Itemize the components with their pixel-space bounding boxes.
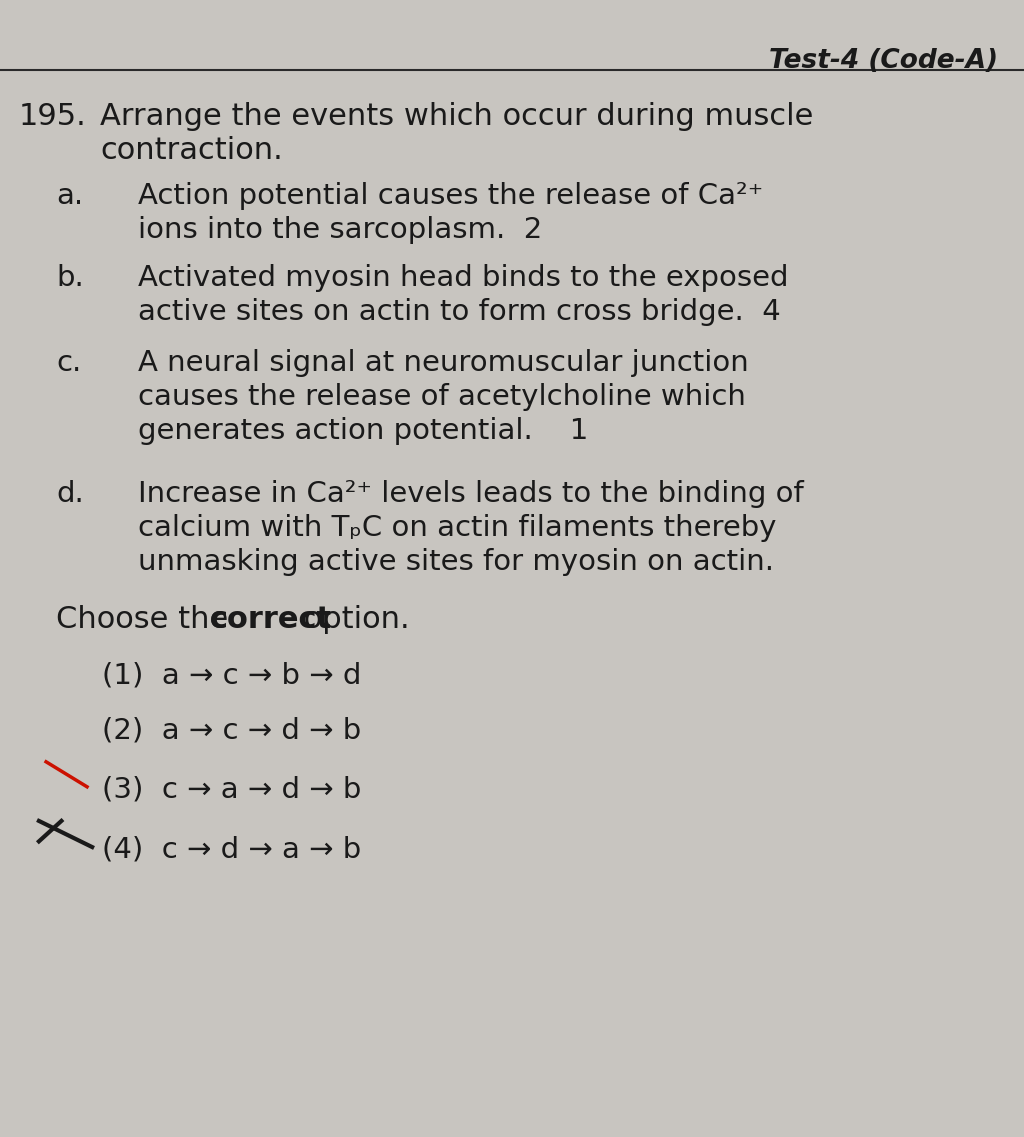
Text: contraction.: contraction. xyxy=(100,136,283,166)
Text: causes the release of acetylcholine which: causes the release of acetylcholine whic… xyxy=(138,383,746,412)
Text: c.: c. xyxy=(56,349,82,377)
Text: calcium with TₚC on actin filaments thereby: calcium with TₚC on actin filaments ther… xyxy=(138,514,777,542)
Text: Increase in Ca²⁺ levels leads to the binding of: Increase in Ca²⁺ levels leads to the bin… xyxy=(138,480,804,508)
Text: generates action potential.    1: generates action potential. 1 xyxy=(138,417,589,446)
Text: 195.: 195. xyxy=(18,102,86,132)
Text: Activated myosin head binds to the exposed: Activated myosin head binds to the expos… xyxy=(138,264,788,292)
Text: active sites on actin to form cross bridge.  4: active sites on actin to form cross brid… xyxy=(138,298,781,326)
Text: ions into the sarcoplasm.  2: ions into the sarcoplasm. 2 xyxy=(138,216,543,244)
Text: A neural signal at neuromuscular junction: A neural signal at neuromuscular junctio… xyxy=(138,349,749,377)
Text: b.: b. xyxy=(56,264,84,292)
Text: correct: correct xyxy=(210,605,332,634)
Text: Choose the: Choose the xyxy=(56,605,239,634)
Text: Arrange the events which occur during muscle: Arrange the events which occur during mu… xyxy=(100,102,814,132)
Text: (1)  a → c → b → d: (1) a → c → b → d xyxy=(102,662,361,690)
Text: (3)  c → a → d → b: (3) c → a → d → b xyxy=(102,775,361,804)
Text: unmasking active sites for myosin on actin.: unmasking active sites for myosin on act… xyxy=(138,548,774,576)
Text: d.: d. xyxy=(56,480,84,508)
Text: Action potential causes the release of Ca²⁺: Action potential causes the release of C… xyxy=(138,182,764,210)
Text: option.: option. xyxy=(294,605,410,634)
Text: (4)  c → d → a → b: (4) c → d → a → b xyxy=(102,836,361,864)
Text: (2)  a → c → d → b: (2) a → c → d → b xyxy=(102,716,361,745)
Text: Test-4 (Code-A): Test-4 (Code-A) xyxy=(769,48,998,74)
Text: a.: a. xyxy=(56,182,83,210)
